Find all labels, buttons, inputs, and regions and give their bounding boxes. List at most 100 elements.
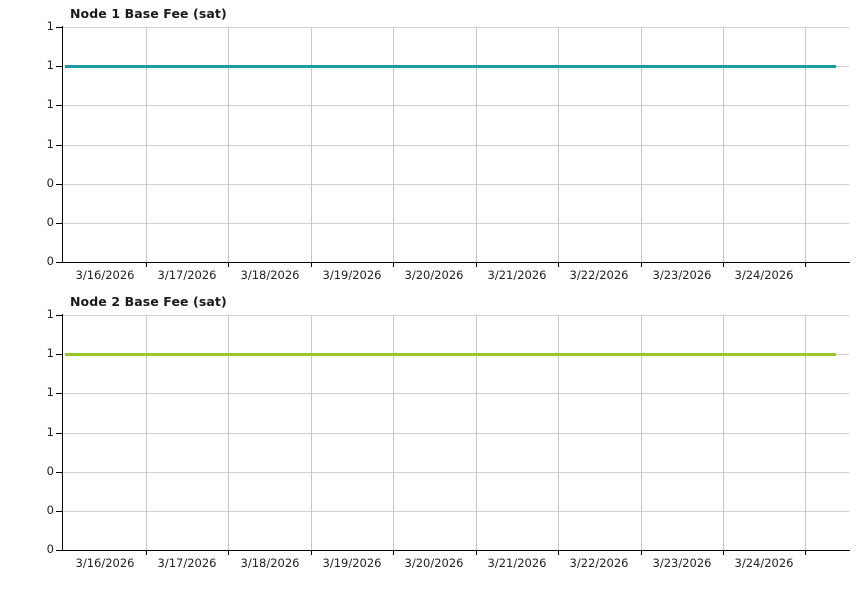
y-axis-label-wrap: 0	[8, 543, 54, 555]
y-axis-tick	[56, 27, 62, 28]
gridline-vertical	[146, 27, 147, 262]
y-axis-label-wrap: 1	[8, 347, 54, 359]
y-axis-label-wrap: 0	[8, 504, 54, 516]
y-axis-label-wrap: 1	[8, 386, 54, 398]
x-axis-tick	[146, 262, 147, 267]
x-axis-label: 3/19/2026	[322, 268, 382, 282]
gridline-vertical	[146, 315, 147, 550]
y-axis-tick	[56, 472, 62, 473]
gridline-vertical	[641, 315, 642, 550]
y-axis-label-wrap: 0	[8, 255, 54, 267]
y-axis-tick	[56, 262, 62, 263]
x-axis-label: 3/20/2026	[404, 268, 464, 282]
x-axis-tick	[393, 550, 394, 555]
chart-panel-node-2: Node 2 Base Fee (sat) 1 1 1 1 0 0 0 3/16/2026 3/…	[0, 288, 860, 578]
chart-title-node-2: Node 2 Base Fee (sat)	[70, 294, 227, 309]
gridline-vertical	[393, 27, 394, 262]
x-axis-label: 3/19/2026	[322, 556, 382, 570]
x-axis-label: 3/23/2026	[652, 556, 712, 570]
x-axis-tick	[393, 262, 394, 267]
y-axis-tick	[56, 354, 62, 355]
y-axis-line-node-2	[62, 314, 63, 551]
gridline-horizontal	[62, 27, 849, 28]
gridline-vertical	[805, 315, 806, 550]
x-axis-label: 3/18/2026	[240, 268, 300, 282]
y-axis-tick	[56, 393, 62, 394]
y-axis-label-wrap: 0	[8, 177, 54, 189]
chart-panel-node-1: Node 1 Base Fee (sat) 1 1 1 1 0 0 0 3/16/2026 3/…	[0, 0, 860, 290]
gridline-vertical	[723, 27, 724, 262]
x-axis-label: 3/16/2026	[75, 268, 135, 282]
gridline-vertical	[476, 27, 477, 262]
y-axis-label-wrap: 1	[8, 138, 54, 150]
y-axis-tick	[56, 433, 62, 434]
x-axis-label: 3/17/2026	[157, 268, 217, 282]
x-axis-label: 3/17/2026	[157, 556, 217, 570]
y-axis-tick	[56, 550, 62, 551]
x-axis-tick	[558, 262, 559, 267]
x-axis-line-node-1	[62, 262, 850, 263]
x-axis-label: 3/18/2026	[240, 556, 300, 570]
x-axis-label: 3/22/2026	[569, 556, 629, 570]
plot-area-node-1	[62, 27, 849, 262]
gridline-vertical	[228, 315, 229, 550]
y-axis-tick	[56, 511, 62, 512]
chart-title-node-1: Node 1 Base Fee (sat)	[70, 6, 227, 21]
x-axis-tick	[723, 262, 724, 267]
y-axis-tick	[56, 145, 62, 146]
gridline-horizontal	[62, 184, 849, 185]
x-axis-tick	[641, 550, 642, 555]
x-axis-tick	[805, 262, 806, 267]
x-axis-tick	[723, 550, 724, 555]
series-line	[65, 65, 836, 68]
gridline-vertical	[558, 27, 559, 262]
x-axis-tick	[311, 262, 312, 267]
x-axis-tick	[476, 550, 477, 555]
x-axis-tick	[311, 550, 312, 555]
y-axis-line-node-1	[62, 26, 63, 263]
gridline-horizontal	[62, 145, 849, 146]
x-axis-label: 3/22/2026	[569, 268, 629, 282]
plot-area-node-2	[62, 315, 849, 550]
y-axis-label: 1	[46, 58, 54, 72]
y-axis-label: 1	[46, 19, 54, 33]
x-axis-tick	[641, 262, 642, 267]
y-axis-label: 0	[46, 503, 54, 517]
y-axis-label-wrap: 1	[8, 98, 54, 110]
x-axis-tick	[228, 550, 229, 555]
y-axis-label-wrap: 1	[8, 426, 54, 438]
x-axis-label: 3/20/2026	[404, 556, 464, 570]
x-axis-tick	[146, 550, 147, 555]
gridline-vertical	[805, 27, 806, 262]
y-axis-tick	[56, 184, 62, 185]
x-axis-line-node-2	[62, 550, 850, 551]
x-axis-tick	[805, 550, 806, 555]
y-axis-label: 0	[46, 176, 54, 190]
x-axis-label: 3/24/2026	[734, 556, 794, 570]
y-axis-label: 1	[46, 137, 54, 151]
y-axis-tick	[56, 315, 62, 316]
gridline-vertical	[311, 315, 312, 550]
y-axis-tick	[56, 223, 62, 224]
y-axis-label: 1	[46, 307, 54, 321]
x-axis-tick	[476, 262, 477, 267]
gridline-vertical	[723, 315, 724, 550]
gridline-horizontal	[62, 472, 849, 473]
y-axis-label: 1	[46, 346, 54, 360]
y-axis-label-wrap: 1	[8, 20, 54, 32]
gridline-horizontal	[62, 223, 849, 224]
y-axis-label: 0	[46, 464, 54, 478]
y-axis-label: 0	[46, 254, 54, 268]
x-axis-label: 3/21/2026	[487, 556, 547, 570]
gridline-vertical	[558, 315, 559, 550]
y-axis-tick	[56, 105, 62, 106]
x-axis-label: 3/21/2026	[487, 268, 547, 282]
gridline-horizontal	[62, 393, 849, 394]
gridline-vertical	[641, 27, 642, 262]
x-axis-tick	[558, 550, 559, 555]
y-axis-label: 0	[46, 215, 54, 229]
y-axis-label: 1	[46, 97, 54, 111]
series-line	[65, 353, 836, 356]
y-axis-label-wrap: 0	[8, 465, 54, 477]
